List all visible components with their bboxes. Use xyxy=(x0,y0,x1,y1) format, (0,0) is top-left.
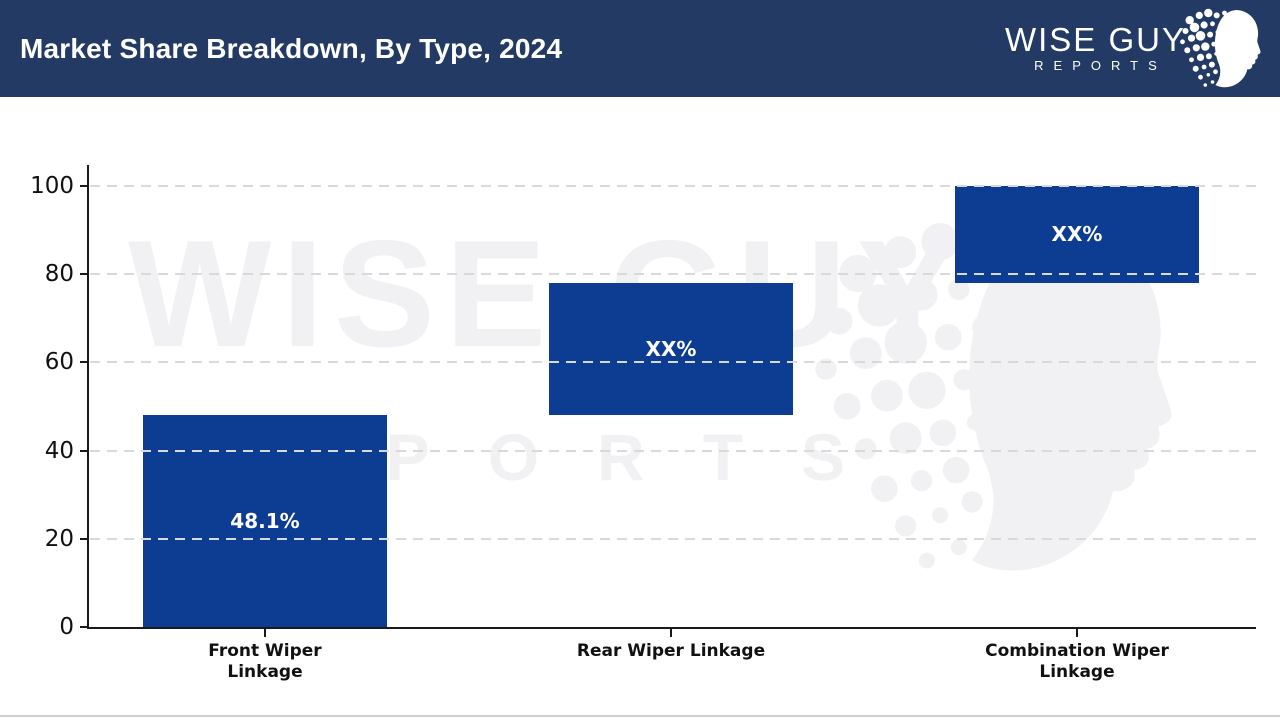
gridline-40 xyxy=(90,449,1256,452)
y-tick-100 xyxy=(80,185,88,187)
y-tick-80 xyxy=(80,273,88,276)
category-label-rear-wiper-linkage: Rear Wiper Linkage xyxy=(576,641,766,661)
y-tick-label-20: 20 xyxy=(44,525,74,552)
plot-area: WISE GUY REPORTS 02040608010048.1%XX%XX%… xyxy=(0,97,1280,716)
category-label-combination-wiper-linkage: Combination Wiper Linkage xyxy=(985,641,1169,682)
bar-value-label: XX% xyxy=(645,336,697,361)
category-label-front-wiper-linkage: Front Wiper Linkage xyxy=(208,641,322,682)
bar-combination-wiper-linkage: XX% xyxy=(955,186,1199,283)
gridline-60 xyxy=(90,361,1256,364)
x-axis-line xyxy=(87,627,1256,629)
bar-front-wiper-linkage: 48.1% xyxy=(143,414,387,627)
footer-divider xyxy=(0,715,1280,717)
logo-wordmark: WISE GUY xyxy=(1004,20,1186,58)
y-tick-label-100: 100 xyxy=(30,173,74,199)
logo-subtext: REPORTS xyxy=(1034,57,1167,73)
y-tick-60 xyxy=(80,361,88,364)
y-tick-label-60: 60 xyxy=(44,349,74,376)
y-tick-0 xyxy=(80,626,88,628)
x-tick-rear-wiper-linkage xyxy=(670,629,672,637)
y-tick-label-80: 80 xyxy=(44,261,74,288)
x-tick-combination-wiper-linkage xyxy=(1076,629,1078,637)
gridline-20 xyxy=(90,537,1256,540)
bar-rear-wiper-linkage: XX% xyxy=(549,282,793,415)
gridline-100 xyxy=(90,185,1256,187)
wiseguy-face-logo-icon xyxy=(1180,8,1261,87)
wiseguy-logo-text: WISE GUY REPORTS xyxy=(1004,20,1186,75)
wiseguy-logo: WISE GUY REPORTS xyxy=(1005,7,1268,91)
x-tick-front-wiper-linkage xyxy=(264,629,266,637)
gridline-80 xyxy=(90,273,1256,276)
watermark-wordmark: WISE GUY xyxy=(128,209,958,379)
y-tick-label-0: 0 xyxy=(59,614,74,640)
header-bar: Market Share Breakdown, By Type, 2024 WI… xyxy=(0,0,1280,97)
y-tick-label-40: 40 xyxy=(44,437,74,464)
bar-value-label: 48.1% xyxy=(230,508,300,533)
y-tick-40 xyxy=(80,449,88,452)
page-title: Market Share Breakdown, By Type, 2024 xyxy=(20,32,563,64)
bar-value-label: XX% xyxy=(1051,222,1103,247)
y-axis-line xyxy=(87,165,89,629)
y-tick-20 xyxy=(80,537,88,540)
